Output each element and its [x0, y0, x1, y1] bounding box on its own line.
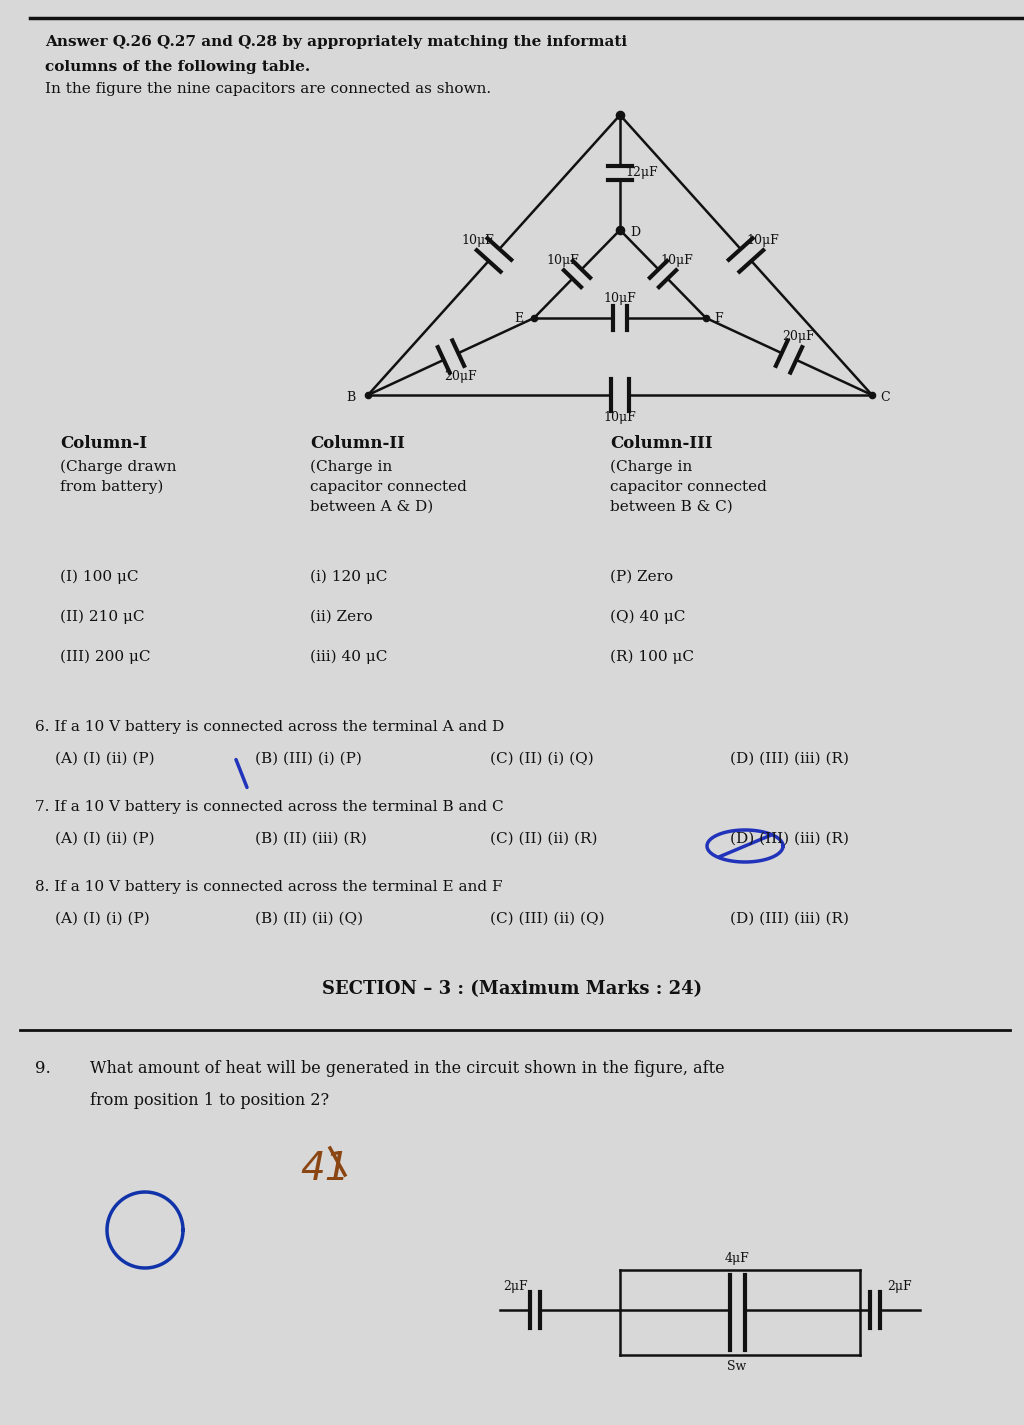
Text: C: C [880, 390, 890, 405]
Text: B: B [346, 390, 355, 405]
Text: (I) 100 μC: (I) 100 μC [60, 570, 138, 584]
Text: (iii) 40 μC: (iii) 40 μC [310, 650, 387, 664]
Text: (Charge in: (Charge in [610, 460, 692, 475]
Point [525, 306, 542, 329]
Text: 10μF: 10μF [603, 292, 636, 305]
Text: (A) (I) (ii) (P): (A) (I) (ii) (P) [55, 752, 155, 767]
Text: between A & D): between A & D) [310, 500, 433, 514]
Text: columns of the following table.: columns of the following table. [45, 60, 310, 74]
Text: SECTION – 3 : (Maximum Marks : 24): SECTION – 3 : (Maximum Marks : 24) [322, 980, 702, 998]
Text: from position 1 to position 2?: from position 1 to position 2? [90, 1092, 329, 1109]
Text: (D) (III) (iii) (R): (D) (III) (iii) (R) [730, 832, 849, 846]
Point [611, 218, 628, 241]
Text: capacitor connected: capacitor connected [610, 480, 767, 494]
Text: 41: 41 [300, 1150, 349, 1188]
Text: 10μF: 10μF [660, 254, 693, 266]
Text: 20μF: 20μF [444, 370, 476, 383]
Text: 12μF: 12μF [626, 165, 658, 180]
Text: F: F [714, 312, 723, 325]
Text: (B) (II) (ii) (Q): (B) (II) (ii) (Q) [255, 912, 364, 926]
Text: E: E [514, 312, 523, 325]
Text: (P) Zero: (P) Zero [610, 570, 673, 584]
Text: 9.: 9. [35, 1060, 51, 1077]
Text: (C) (II) (i) (Q): (C) (II) (i) (Q) [490, 752, 594, 767]
Point [864, 383, 881, 406]
Text: capacitor connected: capacitor connected [310, 480, 467, 494]
Text: 2μF: 2μF [888, 1280, 912, 1292]
Text: (C) (II) (ii) (R): (C) (II) (ii) (R) [490, 832, 597, 846]
Text: (B) (II) (iii) (R): (B) (II) (iii) (R) [255, 832, 367, 846]
Text: (Charge drawn: (Charge drawn [60, 460, 176, 475]
Text: (D) (III) (iii) (R): (D) (III) (iii) (R) [730, 752, 849, 767]
Text: (Charge in: (Charge in [310, 460, 392, 475]
Text: In the figure the nine capacitors are connected as shown.: In the figure the nine capacitors are co… [45, 83, 492, 95]
Text: Column-II: Column-II [310, 435, 404, 452]
Text: 10μF: 10μF [461, 234, 494, 247]
Point [697, 306, 714, 329]
Text: 7. If a 10 V battery is connected across the terminal B and C: 7. If a 10 V battery is connected across… [35, 799, 504, 814]
Text: 4μF: 4μF [725, 1253, 750, 1265]
Text: (ii) Zero: (ii) Zero [310, 610, 373, 624]
Text: 8. If a 10 V battery is connected across the terminal E and F: 8. If a 10 V battery is connected across… [35, 881, 503, 893]
Text: 20μF: 20μF [782, 331, 814, 343]
Text: (C) (III) (ii) (Q): (C) (III) (ii) (Q) [490, 912, 604, 926]
Text: (III) 200 μC: (III) 200 μC [60, 650, 151, 664]
Text: 10μF: 10μF [745, 234, 778, 247]
Text: (A) (I) (ii) (P): (A) (I) (ii) (P) [55, 832, 155, 846]
Text: (Q) 40 μC: (Q) 40 μC [610, 610, 685, 624]
Text: (II) 210 μC: (II) 210 μC [60, 610, 144, 624]
Text: (D) (III) (iii) (R): (D) (III) (iii) (R) [730, 912, 849, 926]
Text: 10μF: 10μF [603, 410, 636, 423]
Point [359, 383, 376, 406]
Text: Column-I: Column-I [60, 435, 147, 452]
Text: (R) 100 μC: (R) 100 μC [610, 650, 694, 664]
Text: What amount of heat will be generated in the circuit shown in the figure, afte: What amount of heat will be generated in… [90, 1060, 725, 1077]
Text: 2μF: 2μF [503, 1280, 527, 1292]
Text: (A) (I) (i) (P): (A) (I) (i) (P) [55, 912, 150, 926]
Text: between B & C): between B & C) [610, 500, 733, 514]
Text: Answer Q.26 Q.27 and Q.28 by appropriately matching the informati: Answer Q.26 Q.27 and Q.28 by appropriate… [45, 36, 627, 48]
Text: Column-III: Column-III [610, 435, 713, 452]
Text: D: D [630, 225, 640, 238]
Text: (i) 120 μC: (i) 120 μC [310, 570, 387, 584]
Text: Sw: Sw [727, 1359, 746, 1374]
Text: 6. If a 10 V battery is connected across the terminal A and D: 6. If a 10 V battery is connected across… [35, 720, 504, 734]
Text: 10μF: 10μF [547, 254, 579, 266]
Text: from battery): from battery) [60, 480, 164, 494]
Point [611, 104, 628, 127]
Text: (B) (III) (i) (P): (B) (III) (i) (P) [255, 752, 361, 767]
